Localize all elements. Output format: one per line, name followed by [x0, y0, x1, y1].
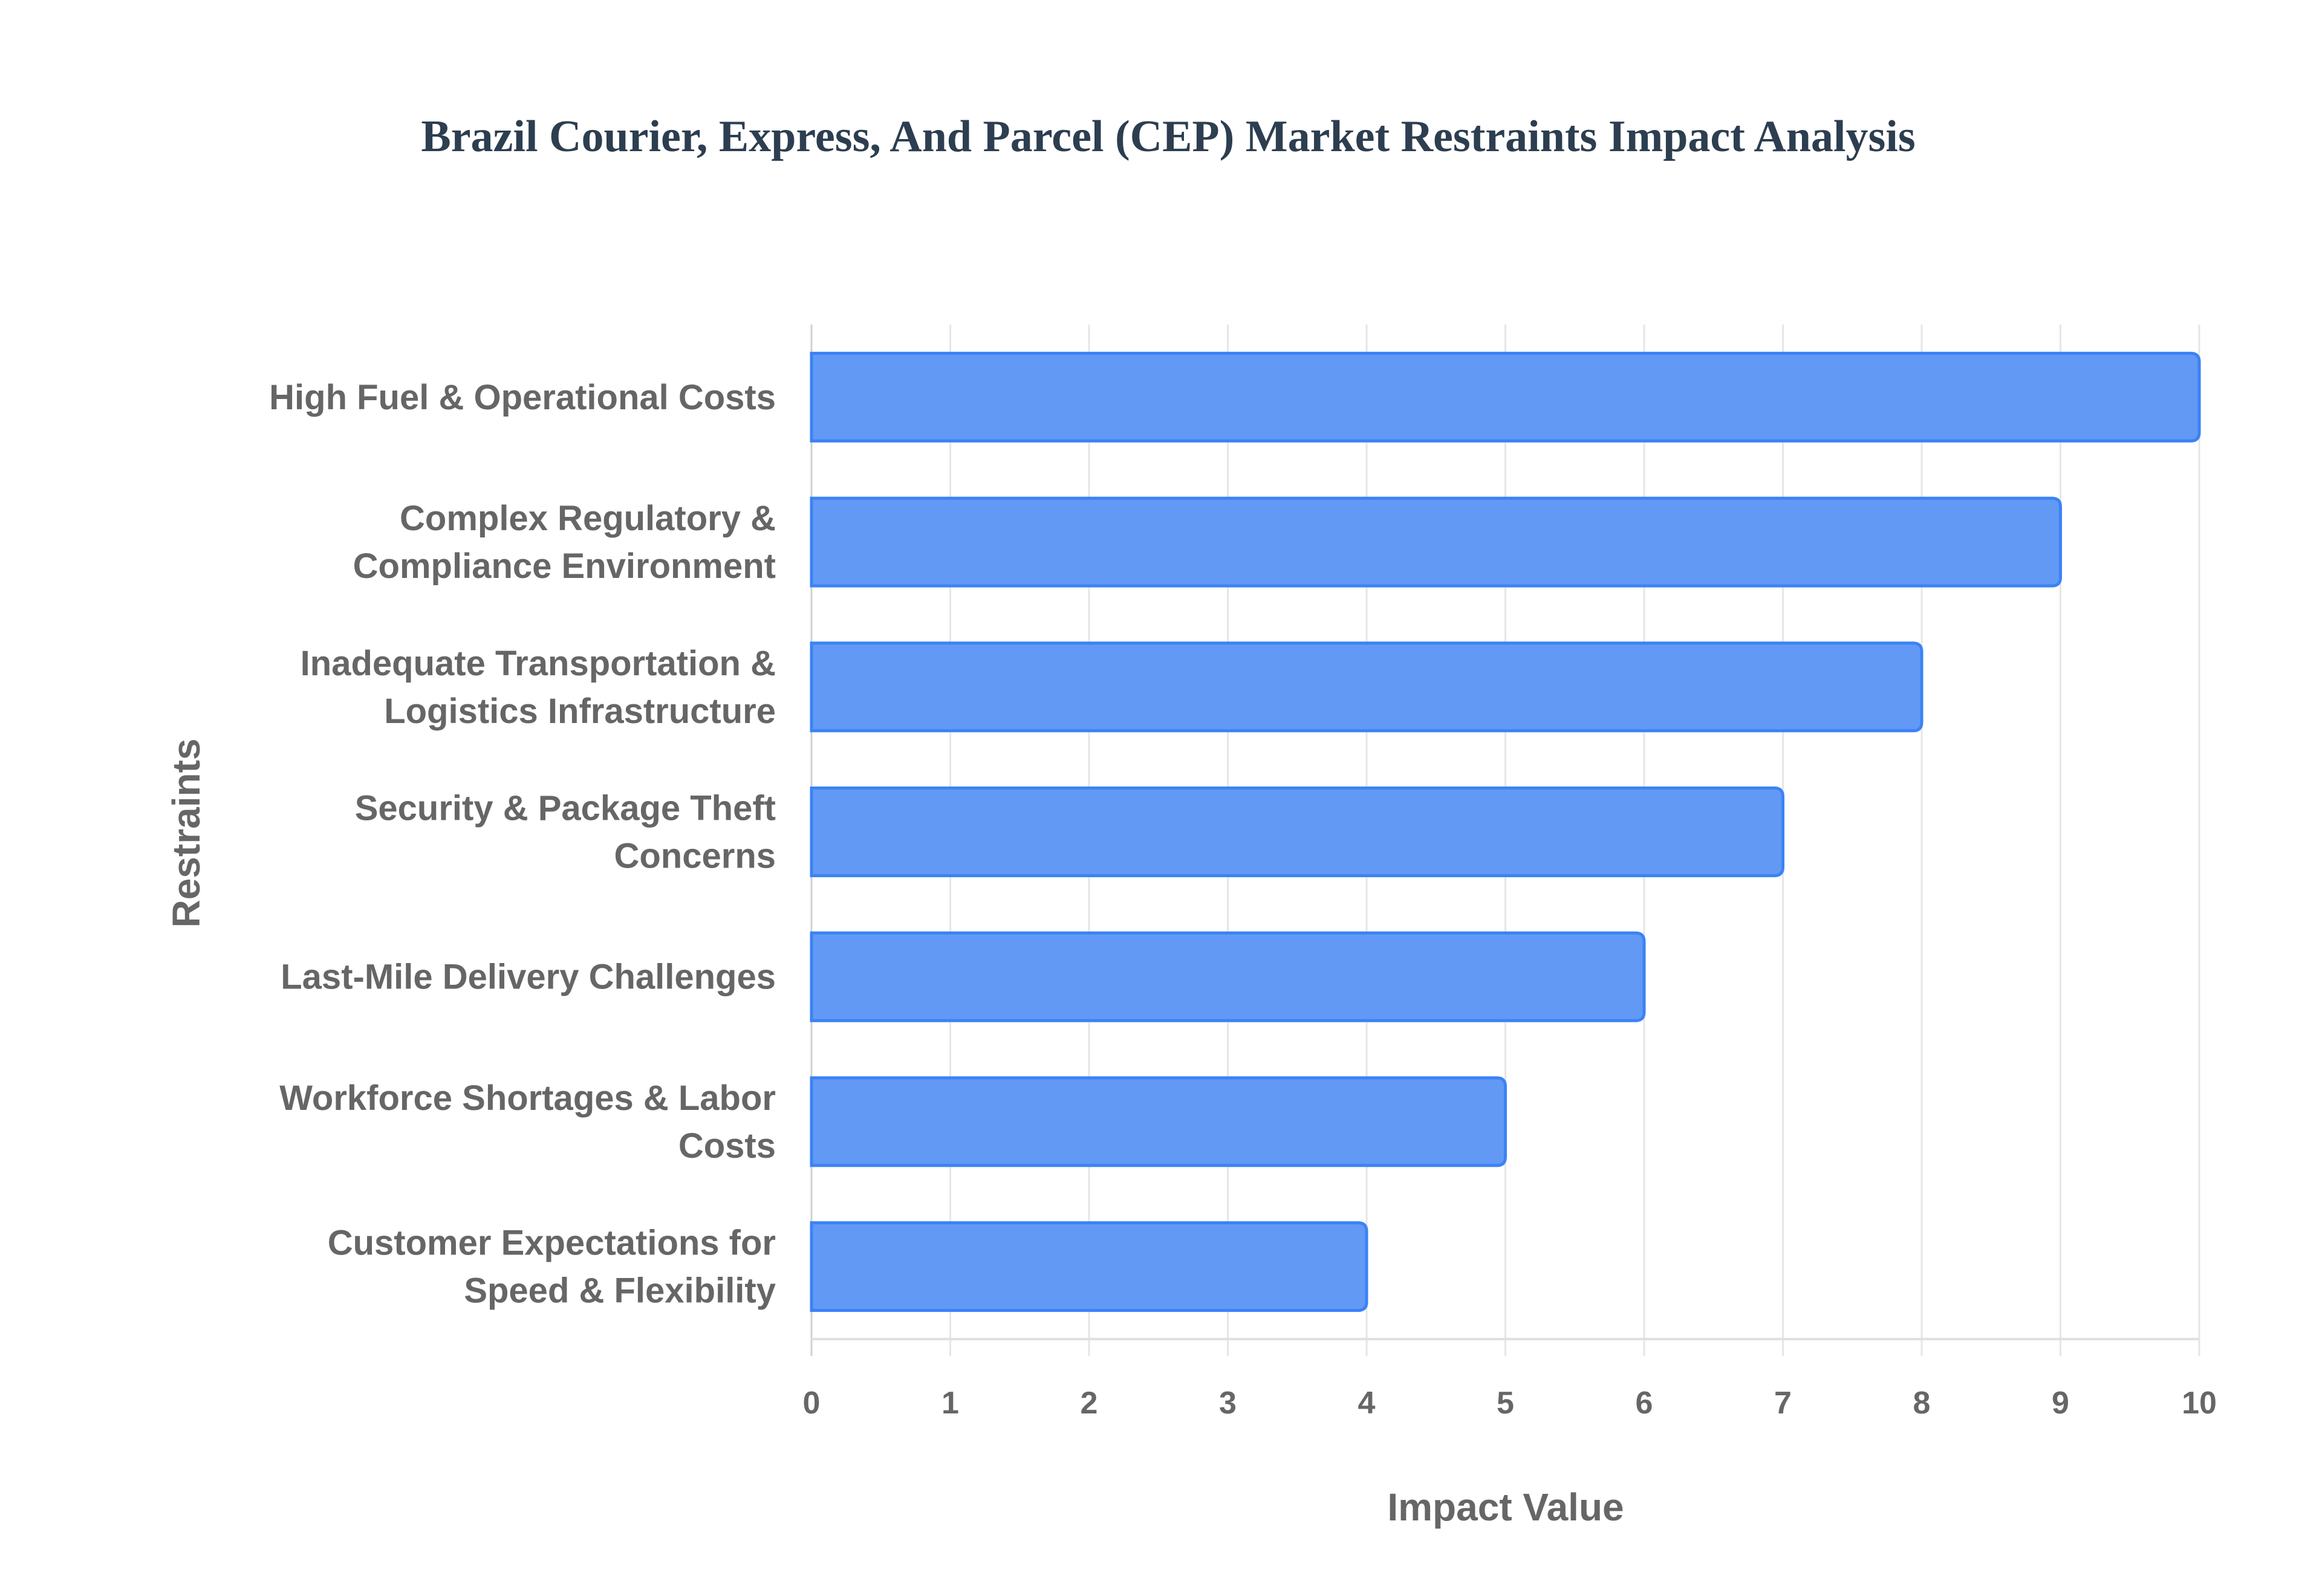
y-category-label: Workforce Shortages & Labor — [279, 1079, 776, 1118]
x-tick-label: 10 — [2182, 1386, 2217, 1421]
y-category-label: Speed & Flexibility — [464, 1271, 776, 1311]
y-category-label: Complex Regulatory & — [400, 499, 776, 538]
y-category-label: Concerns — [614, 837, 776, 876]
y-category-label: High Fuel & Operational Costs — [269, 378, 776, 417]
y-category-label: Customer Expectations for — [328, 1224, 776, 1263]
y-category-label: Compliance Environment — [353, 547, 776, 586]
x-tick-label: 1 — [941, 1386, 959, 1421]
bar — [810, 351, 2201, 443]
x-tick-label: 8 — [1913, 1386, 1931, 1421]
x-tick-label: 2 — [1081, 1386, 1098, 1421]
bar — [810, 1076, 1507, 1167]
bar — [810, 1221, 1368, 1312]
bar — [810, 931, 1646, 1022]
x-axis-title: Impact Value — [1387, 1485, 1624, 1529]
x-tick-label: 7 — [1774, 1386, 1792, 1421]
x-tick-label: 6 — [1636, 1386, 1653, 1421]
y-category-labels: High Fuel & Operational Costs Complex Reg… — [269, 378, 776, 1311]
x-tick-label: 3 — [1219, 1386, 1237, 1421]
bars — [810, 351, 2201, 1312]
bar — [810, 496, 2062, 588]
y-category-label: Last-Mile Delivery Challenges — [281, 958, 776, 997]
x-tick-labels: 0 1 2 3 4 5 6 7 8 9 10 — [803, 1386, 2217, 1421]
bar — [810, 787, 1784, 877]
x-tick-label: 5 — [1497, 1386, 1514, 1421]
y-category-label: Logistics Infrastructure — [384, 692, 776, 731]
bar — [810, 641, 1924, 733]
x-tick-label: 0 — [803, 1386, 821, 1421]
y-axis-title: Restraints — [164, 739, 208, 928]
y-category-label: Security & Package Theft — [355, 789, 776, 828]
x-tick-label: 4 — [1358, 1386, 1376, 1421]
y-category-label: Inadequate Transportation & — [301, 644, 776, 683]
chart-title: Brazil Courier, Express, And Parcel (CEP… — [421, 112, 1915, 161]
y-category-label: Costs — [678, 1126, 776, 1166]
x-tick-label: 9 — [2052, 1386, 2069, 1421]
